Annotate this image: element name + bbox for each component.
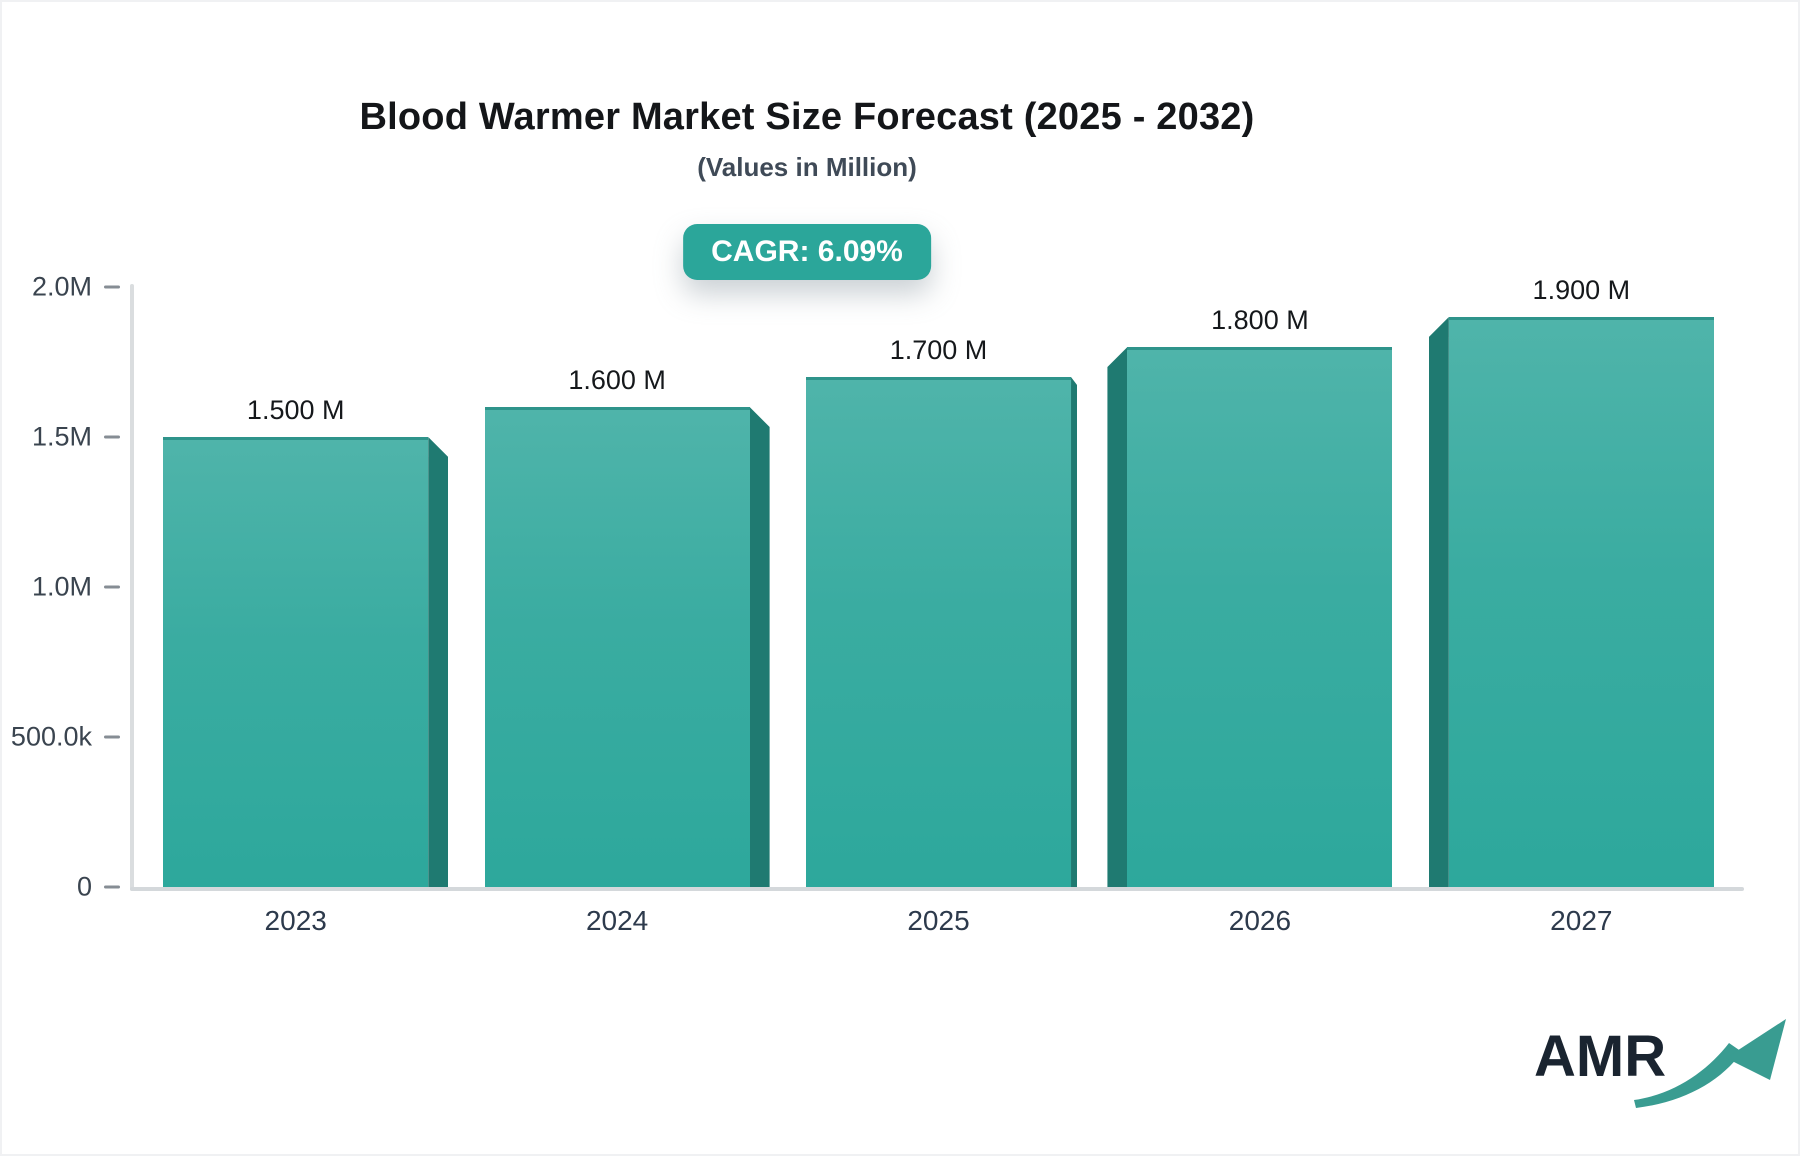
bars-area: 1.500 M 1.600 M 1.700 M 1.800 M 1.900 M: [135, 275, 1742, 887]
y-tick-0: 0: [77, 872, 120, 903]
x-label-2026: 2026: [1228, 905, 1292, 936]
amr-logo: AMR: [1534, 1019, 1792, 1116]
y-tick-2.0M: 2.0M: [32, 272, 120, 303]
bar-slot-2027: 1.900 M: [1421, 275, 1742, 887]
bar-value-label-2026: 1.800 M: [1211, 305, 1309, 335]
bar-2024: 1.600 M: [484, 365, 770, 887]
chart-subtitle: (Values in Million): [697, 152, 917, 182]
amr-logo-text: AMR: [1534, 1024, 1667, 1089]
y-tick-label: 1.0M: [31, 571, 92, 602]
x-label-2023: 2023: [264, 905, 327, 936]
y-tick-mark: [104, 435, 120, 439]
y-tick-mark: [104, 285, 120, 289]
bar-value-label-2027: 1.900 M: [1532, 275, 1631, 305]
bar-side-face: [1428, 317, 1449, 887]
x-label-2025: 2025: [907, 905, 970, 936]
bar-2027: 1.900 M: [1428, 275, 1714, 887]
chart-title: Blood Warmer Market Size Forecast (2025 …: [359, 96, 1255, 138]
bar-slot-2026: 1.800 M: [1099, 287, 1420, 887]
bar-side-face: [1107, 347, 1128, 887]
y-tick-label: 2.0M: [31, 271, 92, 302]
x-label-2027: 2027: [1550, 905, 1613, 936]
y-tick-mark: [104, 585, 120, 589]
bar-side-face: [749, 407, 770, 887]
y-tick-500.0k: 500.0k: [11, 722, 120, 753]
bar-slot-2025: 1.700 M: [778, 287, 1099, 887]
y-tick-1.0M: 1.0M: [32, 572, 120, 603]
bar-slot-2024: 1.600 M: [456, 287, 777, 887]
bar-side-face: [428, 437, 449, 887]
bar-value-label-2023: 1.500 M: [246, 395, 345, 425]
x-axis-line: [130, 887, 1744, 891]
bar-value-label-2025: 1.700 M: [889, 335, 988, 365]
y-tick-1.5M: 1.5M: [32, 422, 120, 453]
growth-arrow-icon: [1634, 1019, 1787, 1108]
x-axis-labels: 2023 2024 2025 2026 2027: [135, 905, 1742, 937]
y-tick-label: 500.0k: [10, 721, 92, 752]
y-tick-mark: [104, 885, 120, 889]
y-tick-label: 0: [76, 871, 92, 902]
bar-2025: 1.700 M: [806, 335, 1078, 887]
bar-value-label-2024: 1.600 M: [568, 365, 666, 395]
y-tick-mark: [104, 735, 120, 739]
y-tick-label: 1.5M: [31, 421, 92, 452]
cagr-badge: CAGR: 6.09%: [683, 224, 931, 280]
bar-slot-2023: 1.500 M: [135, 287, 456, 887]
bar-2023: 1.500 M: [163, 395, 449, 887]
y-axis-line: [130, 284, 134, 891]
bar-side-face: [1071, 377, 1078, 887]
y-axis-ticks: 2.0M 1.5M 1.0M 500.0k 0: [2, 272, 120, 902]
x-label-2024: 2024: [585, 905, 649, 936]
bar-2026: 1.800 M: [1107, 305, 1393, 887]
